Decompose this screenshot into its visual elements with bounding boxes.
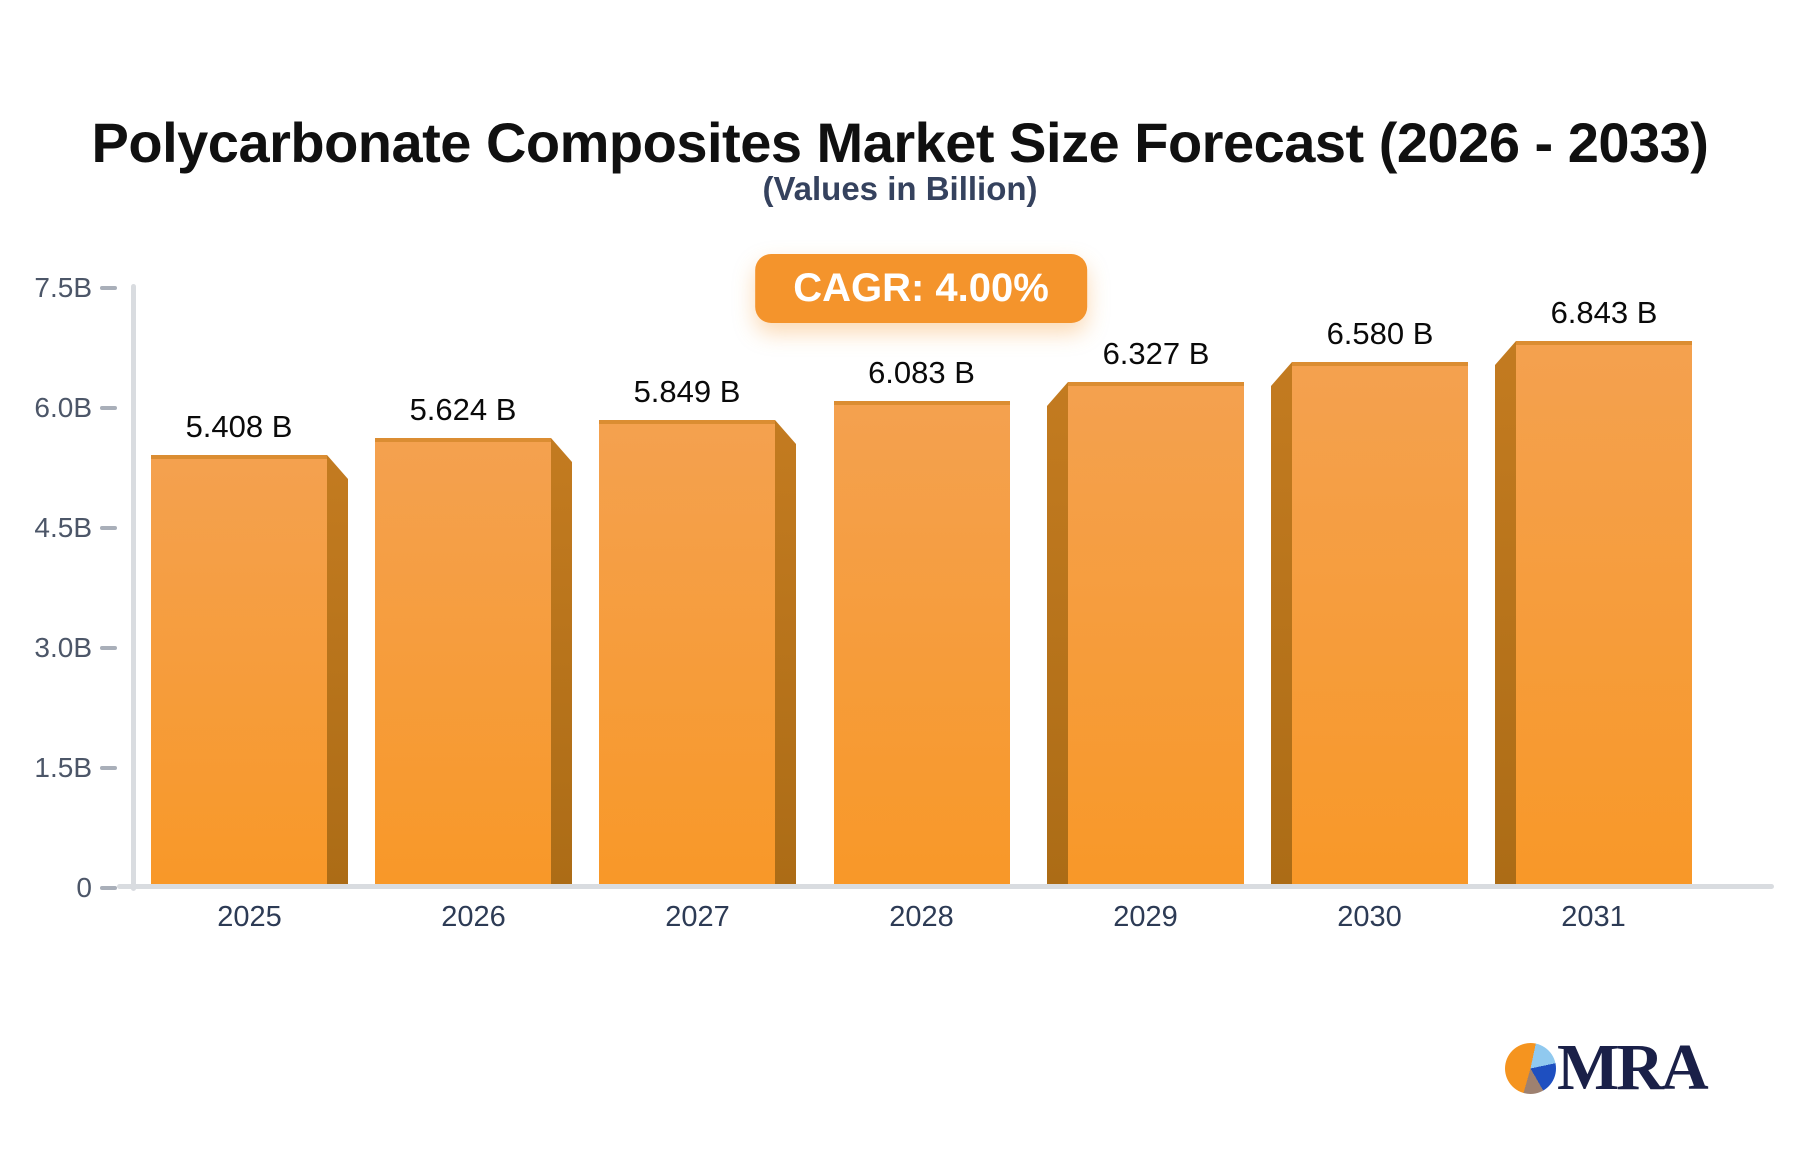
bar: [599, 420, 775, 888]
bar-side: [327, 455, 348, 888]
chart-title: Polycarbonate Composites Market Size For…: [91, 111, 1709, 174]
bar-side: [775, 420, 796, 888]
bar-value-label: 5.849 B: [633, 374, 741, 409]
y-tick-label: 6.0B: [34, 392, 92, 423]
y-tick-dash: [100, 766, 117, 770]
y-tick-label: 0: [76, 872, 92, 903]
bar-side: [1495, 341, 1516, 888]
y-tick-dash: [100, 526, 117, 530]
x-tick-label: 2026: [441, 901, 506, 933]
bar-value-label: 5.624 B: [409, 392, 517, 427]
mra-logo: MRA: [1505, 1031, 1709, 1104]
bar-value-label: 6.083 B: [868, 355, 975, 390]
x-axis-line: [117, 884, 1774, 889]
y-tick-dash: [100, 286, 117, 290]
x-tick-label: 2030: [1337, 901, 1402, 933]
bar-value-label: 6.843 B: [1550, 295, 1658, 330]
bar: [833, 401, 1010, 888]
x-tick-label: 2025: [217, 901, 282, 933]
bar: [151, 455, 327, 888]
chart-subtitle: (Values in Billion): [762, 170, 1038, 207]
bar-value-label: 6.327 B: [1102, 336, 1210, 371]
cagr-badge: CAGR: 4.00%: [755, 254, 1087, 323]
y-tick-dash: [100, 886, 117, 890]
x-tick-label: 2031: [1561, 901, 1626, 933]
x-tick-label: 2027: [665, 901, 730, 933]
y-tick-label: 3.0B: [34, 632, 92, 663]
bar: [1292, 362, 1468, 888]
logo-text: MRA: [1557, 1031, 1709, 1104]
y-tick-label: 7.5B: [34, 272, 92, 303]
bar: [375, 438, 551, 888]
x-tick-label: 2028: [889, 901, 954, 933]
bar: [1068, 382, 1244, 888]
y-tick-dash: [100, 406, 117, 410]
bar-side: [1271, 362, 1292, 888]
bar-value-label: 6.580 B: [1326, 316, 1434, 351]
bar: [1516, 341, 1692, 888]
pie-chart-logo-icon: [1505, 1042, 1556, 1094]
bar-value-label: 5.408 B: [185, 409, 293, 444]
bar-side: [551, 438, 572, 888]
y-tick-dash: [100, 646, 117, 650]
x-tick-label: 2029: [1113, 901, 1178, 933]
bar-side: [1047, 382, 1068, 888]
y-tick-label: 4.5B: [34, 512, 92, 543]
y-axis-line: [131, 284, 136, 891]
y-tick-label: 1.5B: [34, 752, 92, 783]
